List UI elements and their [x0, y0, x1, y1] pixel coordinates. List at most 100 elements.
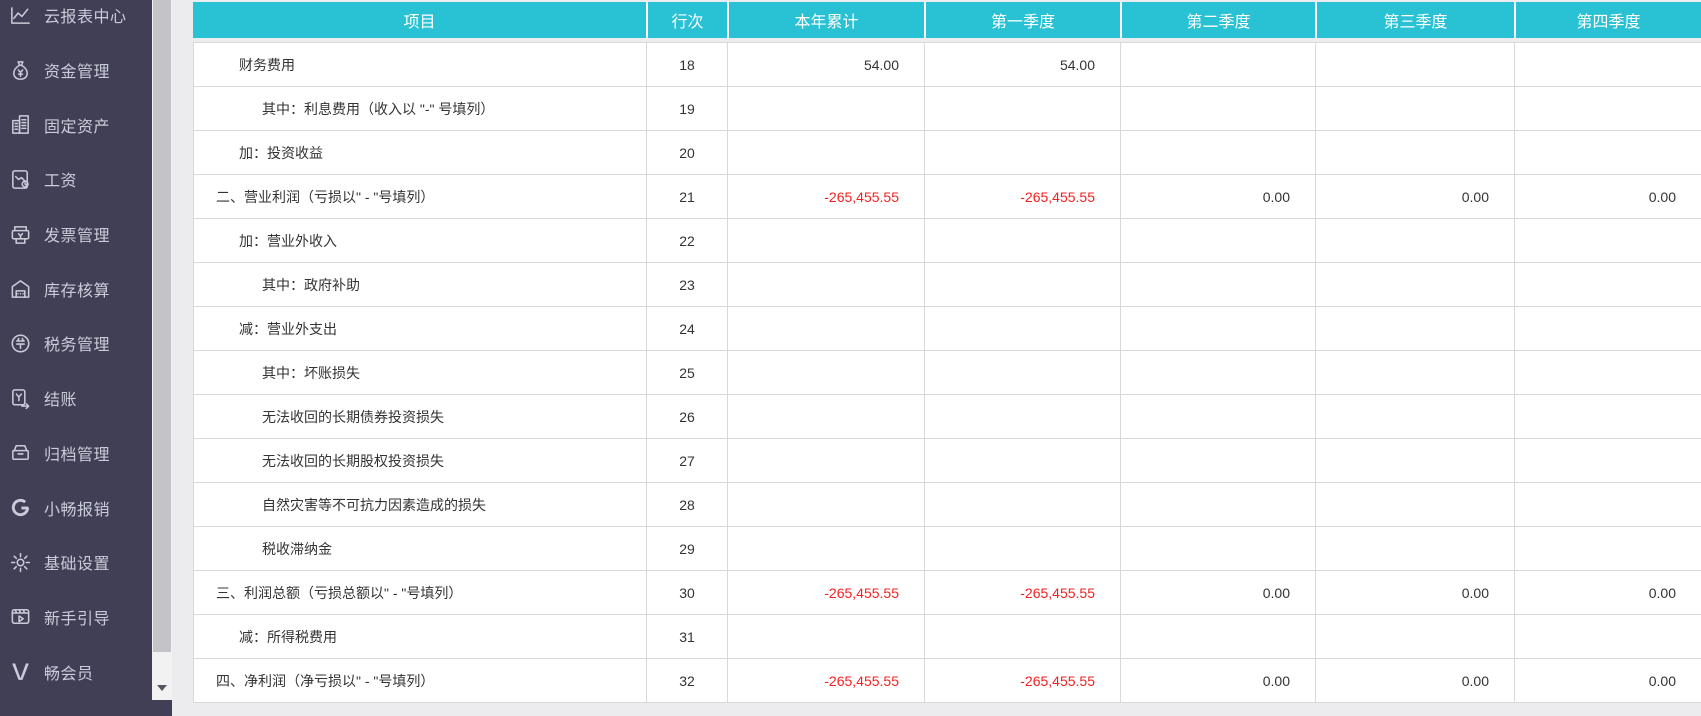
- payroll-sheet-icon: [9, 168, 32, 191]
- value-cell: [727, 483, 924, 526]
- sidebar-item-v-member[interactable]: 畅会员: [0, 644, 152, 699]
- value-cell: [1514, 219, 1701, 262]
- value-cell: [727, 395, 924, 438]
- table-row: 其中：政府补助 23: [194, 263, 1701, 307]
- item-cell: 其中：坏账损失: [262, 364, 360, 381]
- sidebar-item-xiaochang-logo[interactable]: 小畅报销: [0, 480, 152, 535]
- sidebar-item-building[interactable]: 固定资产: [0, 97, 152, 152]
- table-row: 加：投资收益 20: [194, 131, 1701, 175]
- line-number-cell: 30: [646, 571, 727, 614]
- value-cell: [727, 351, 924, 394]
- value-cell: [1120, 307, 1315, 350]
- sidebar-item-label: 工资: [44, 173, 78, 191]
- line-number-cell: 31: [646, 615, 727, 658]
- line-number-cell: 25: [646, 351, 727, 394]
- item-cell: 减：营业外支出: [239, 320, 337, 337]
- value-cell: 0.00: [1120, 571, 1315, 614]
- sidebar-item-label: 资金管理: [44, 64, 111, 82]
- table-row: 加：营业外收入 22: [194, 219, 1701, 263]
- value-cell: [1514, 395, 1701, 438]
- value-cell: [1315, 263, 1514, 306]
- sidebar-item-payroll-sheet[interactable]: 工资: [0, 152, 152, 207]
- table-row: 减：营业外支出 24: [194, 307, 1701, 351]
- item-cell: 减：所得税费用: [239, 628, 337, 645]
- value-cell: 0.00: [1514, 175, 1701, 218]
- item-cell: 加：投资收益: [239, 144, 323, 161]
- value-cell: 0.00: [1514, 571, 1701, 614]
- sidebar-item-gear[interactable]: 基础设置: [0, 535, 152, 590]
- table-body: 财务费用 18 54.00 54.00 其中：利息费用（收入以 "-" 号填列） 19 加：…: [193, 42, 1701, 703]
- column-header-q3: 第三季度: [1315, 2, 1514, 38]
- value-cell: [1514, 527, 1701, 570]
- item-cell: 税收滞纳金: [262, 540, 332, 557]
- column-header-q1: 第一季度: [924, 2, 1120, 38]
- sidebar-item-label: 固定资产: [44, 118, 111, 136]
- value-cell: 0.00: [1315, 571, 1514, 614]
- value-cell: [1315, 87, 1514, 130]
- building-icon: [9, 113, 32, 136]
- table-row: 自然灾害等不可抗力因素造成的损失 28: [194, 483, 1701, 527]
- sidebar-menu: 云报表中心资金管理固定资产工资发票管理 库存核算税务管理结账 归档管理 小畅报销基础设…: [0, 0, 152, 699]
- line-number-cell: 18: [646, 43, 727, 86]
- table-row: 减：所得税费用 31: [194, 615, 1701, 659]
- value-cell: [1514, 131, 1701, 174]
- line-number-cell: 21: [646, 175, 727, 218]
- sidebar-item-label: 税务管理: [44, 337, 111, 355]
- line-number-cell: 27: [646, 439, 727, 482]
- value-cell: [1315, 439, 1514, 482]
- value-cell: [1514, 615, 1701, 658]
- item-cell: 无法收回的长期股权投资损失: [262, 452, 444, 469]
- line-number-cell: 20: [646, 131, 727, 174]
- sidebar-item-archive-box[interactable]: 归档管理: [0, 426, 152, 481]
- sidebar-item-label: 基础设置: [44, 556, 111, 574]
- value-cell: 0.00: [1315, 659, 1514, 702]
- value-cell: [924, 263, 1120, 306]
- value-cell: [1120, 87, 1315, 130]
- item-cell: 财务费用: [239, 56, 295, 73]
- money-bag-icon: [9, 59, 32, 82]
- value-cell: -265,455.55: [924, 571, 1120, 614]
- value-cell: [1514, 263, 1701, 306]
- scrollbar-thumb[interactable]: [153, 0, 171, 652]
- table-row: 无法收回的长期债券投资损失 26: [194, 395, 1701, 439]
- video-guide-icon: [9, 605, 32, 628]
- archive-box-icon: [9, 441, 32, 464]
- scrollbar-down-button[interactable]: [152, 676, 172, 700]
- item-cell: 无法收回的长期债券投资损失: [262, 408, 444, 425]
- sidebar-item-label: 云报表中心: [44, 9, 127, 27]
- value-cell: -265,455.55: [727, 571, 924, 614]
- sidebar-item-closing-doc[interactable]: 结账: [0, 371, 152, 426]
- sidebar-scrollbar[interactable]: [152, 0, 172, 700]
- sidebar-item-line-chart[interactable]: 云报表中心: [0, 0, 152, 43]
- value-cell: [727, 615, 924, 658]
- value-cell: -265,455.55: [727, 659, 924, 702]
- sidebar-item-warehouse[interactable]: 库存核算: [0, 261, 152, 316]
- line-chart-icon: [9, 4, 32, 27]
- value-cell: [1315, 483, 1514, 526]
- value-cell: [924, 395, 1120, 438]
- value-cell: [727, 307, 924, 350]
- value-cell: [1315, 131, 1514, 174]
- sidebar-item-money-bag[interactable]: 资金管理: [0, 43, 152, 98]
- table-row: 三、利润总额（亏损总额以" - "号填列） 30 -265,455.55 -265,4…: [194, 571, 1701, 615]
- table-row: 其中：利息费用（收入以 "-" 号填列） 19: [194, 87, 1701, 131]
- value-cell: [727, 131, 924, 174]
- value-cell: 0.00: [1120, 659, 1315, 702]
- table-row: 财务费用 18 54.00 54.00: [194, 43, 1701, 87]
- value-cell: [1315, 219, 1514, 262]
- line-number-cell: 29: [646, 527, 727, 570]
- sidebar-item-invoice[interactable]: 发票管理: [0, 207, 152, 262]
- value-cell: [1514, 87, 1701, 130]
- value-cell: [1315, 615, 1514, 658]
- item-cell: 其中：利息费用（收入以 "-" 号填列）: [262, 100, 495, 117]
- value-cell: [1315, 43, 1514, 86]
- item-cell: 其中：政府补助: [262, 276, 360, 293]
- item-cell: 四、净利润（净亏损以" - "号填列）: [216, 672, 435, 689]
- value-cell: [924, 483, 1120, 526]
- value-cell: -265,455.55: [727, 175, 924, 218]
- sidebar-item-video-guide[interactable]: 新手引导: [0, 590, 152, 645]
- value-cell: 0.00: [1120, 175, 1315, 218]
- table-row: 无法收回的长期股权投资损失 27: [194, 439, 1701, 483]
- value-cell: [1120, 395, 1315, 438]
- sidebar-item-tax-coin[interactable]: 税务管理: [0, 316, 152, 371]
